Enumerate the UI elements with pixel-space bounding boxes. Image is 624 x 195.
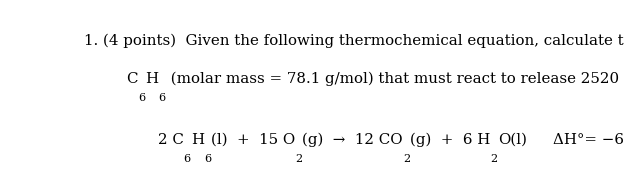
Text: 6: 6 (158, 93, 166, 104)
Text: 1. (4 points)  Given the following thermochemical equation, calculate the mass o: 1. (4 points) Given the following thermo… (84, 34, 624, 48)
Text: (molar mass = 78.1 g/mol) that must react to release 2520 kJ of heat.: (molar mass = 78.1 g/mol) that must reac… (166, 72, 624, 86)
Text: H: H (145, 73, 158, 86)
Text: 6: 6 (204, 153, 211, 164)
Text: 2 C: 2 C (158, 133, 183, 146)
Text: C: C (108, 73, 139, 86)
Text: 2: 2 (295, 153, 303, 164)
Text: O(l): O(l) (498, 133, 527, 146)
Text: 2: 2 (403, 153, 410, 164)
Text: ΔH°= −6541 kJ: ΔH°= −6541 kJ (553, 133, 624, 146)
Text: (g)  +  6 H: (g) + 6 H (410, 132, 490, 146)
Text: (g)  →  12 CO: (g) → 12 CO (303, 132, 403, 146)
Text: (l)  +  15 O: (l) + 15 O (211, 133, 295, 146)
Text: 6: 6 (183, 153, 191, 164)
Text: H: H (191, 133, 204, 146)
Text: 6: 6 (139, 93, 145, 104)
Text: 2: 2 (490, 153, 498, 164)
